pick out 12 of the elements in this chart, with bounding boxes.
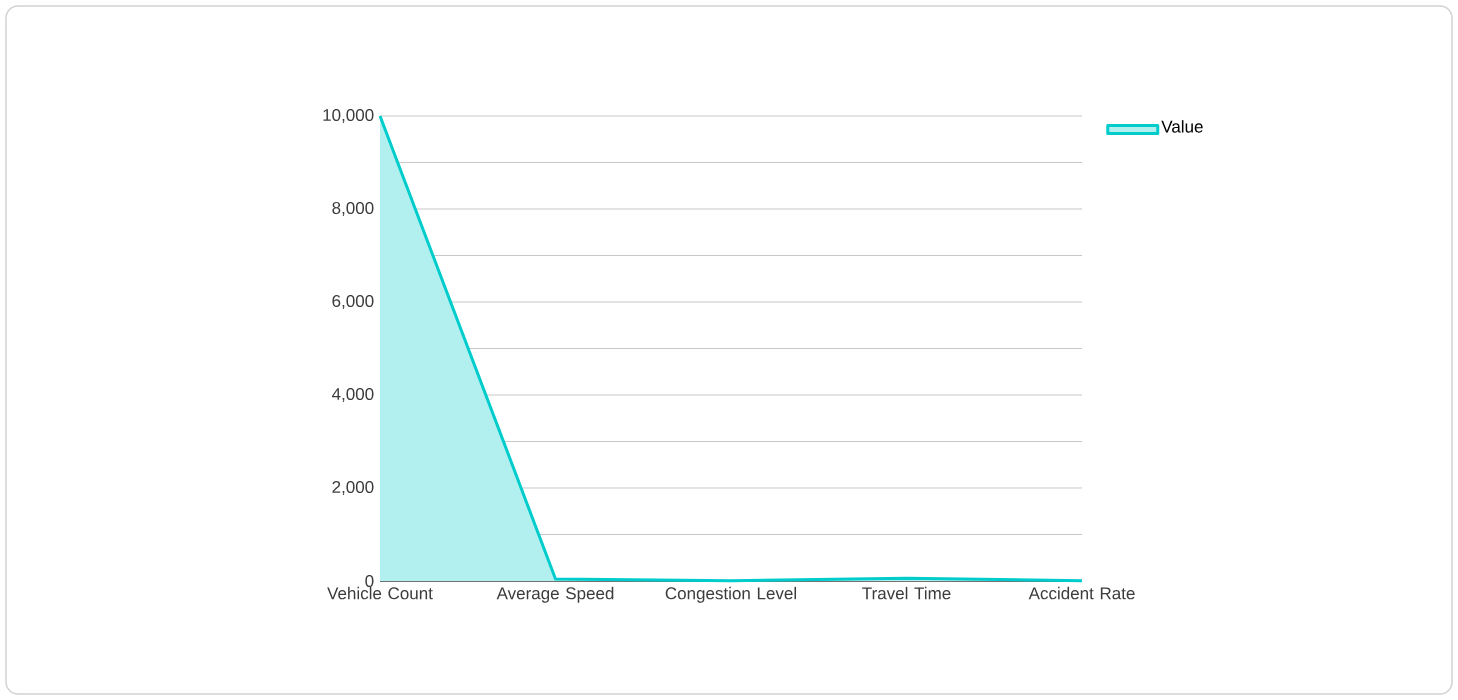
- y-tick-label: 2,000: [332, 480, 374, 496]
- y-tick-label: 0: [365, 574, 374, 588]
- y-tick-label: 6,000: [332, 294, 374, 310]
- x-tick-label: Average Speed: [496, 586, 614, 603]
- y-tick-label: 4,000: [332, 387, 374, 403]
- x-tick-label: Congestion Level: [665, 586, 796, 603]
- legend-label: Value: [1161, 120, 1203, 133]
- x-tick-label: Vehicle Count: [327, 586, 433, 600]
- y-tick-label: 8,000: [332, 201, 374, 217]
- y-tick-label: 10,000: [323, 108, 374, 124]
- x-tick-label: Accident Rate: [1028, 586, 1135, 600]
- x-tick-label: Travel Time: [862, 586, 951, 600]
